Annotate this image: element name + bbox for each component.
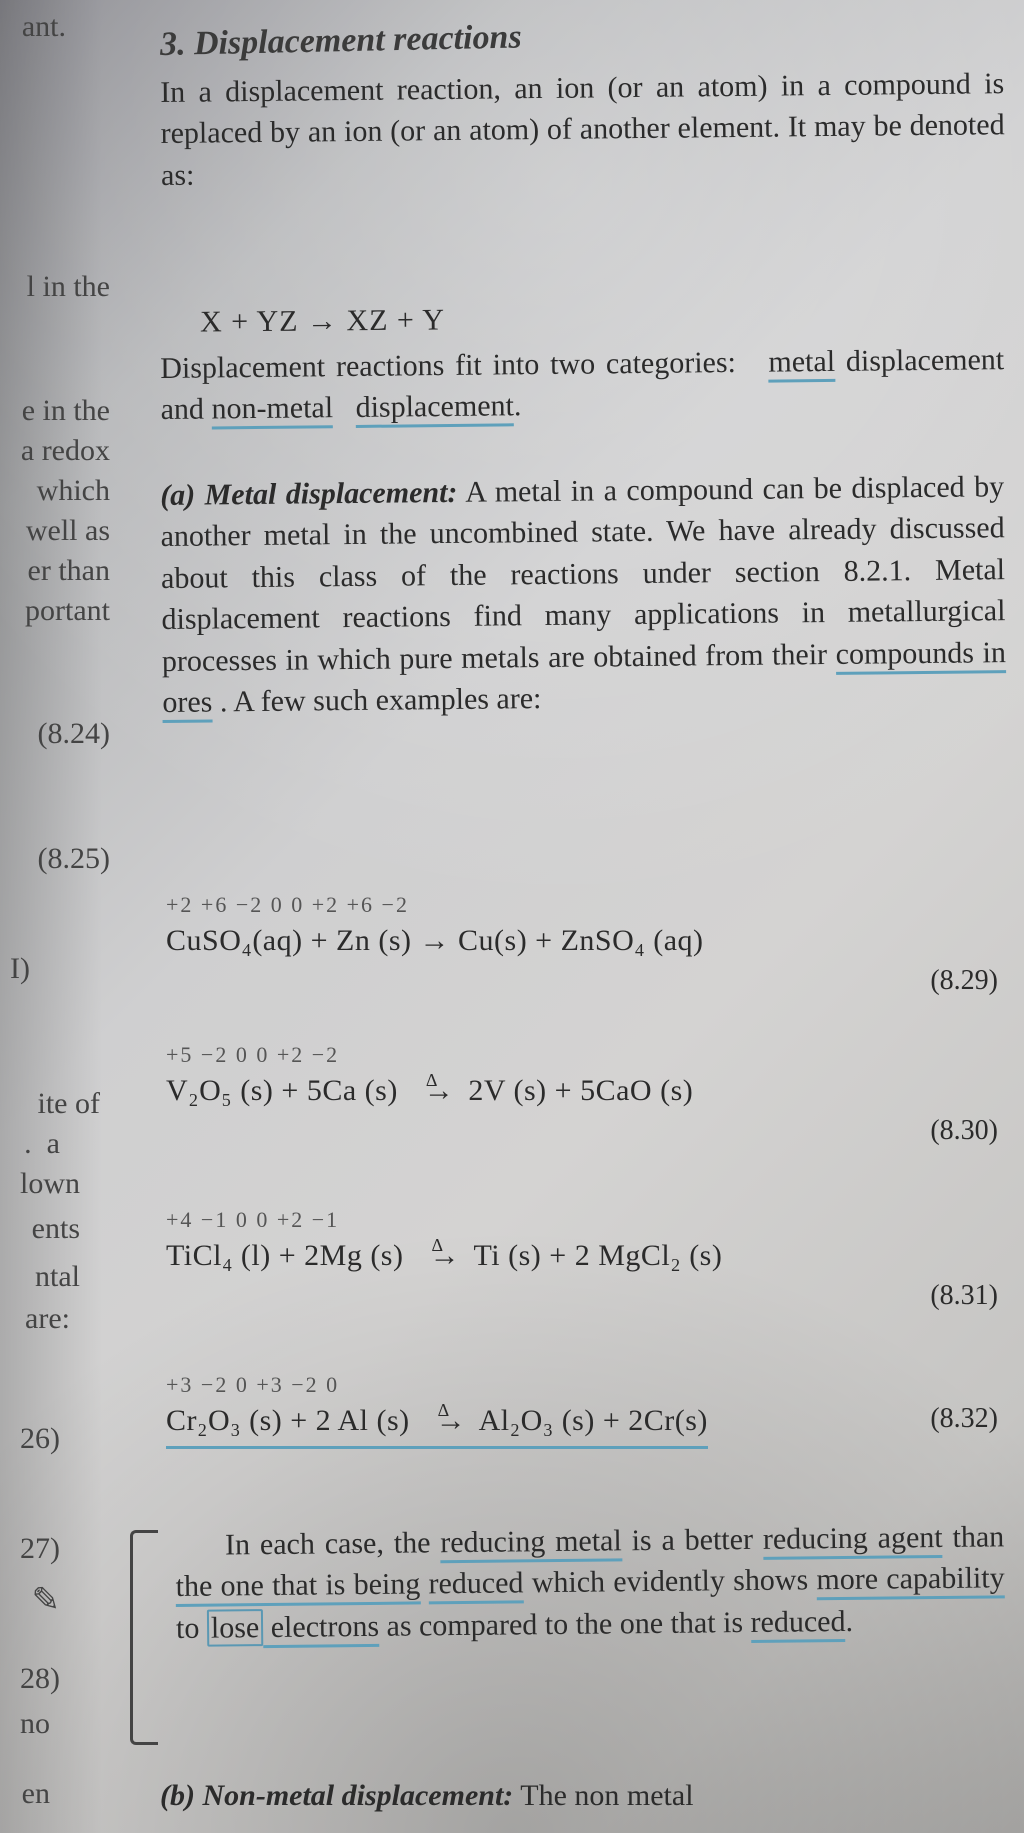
section-number: 3. xyxy=(160,25,186,63)
closing-pre4: to xyxy=(176,1611,207,1644)
reducing-agent: reducing agent xyxy=(763,1521,943,1560)
oxidation-row: +4 −1 0 0 +2 −1 xyxy=(166,1205,1004,1235)
bracket-icon xyxy=(130,1530,158,1745)
lose-boxed: lose xyxy=(207,1609,264,1647)
closing-mid2: than xyxy=(952,1520,1004,1554)
eq31-pre: TiCl₄ (l) + 2Mg (s) xyxy=(166,1239,411,1272)
electrons-word: electrons xyxy=(263,1610,379,1648)
margin-fragment: ents xyxy=(0,1210,80,1248)
metal-displacement-paragraph: (a) Metal displacement: A metal in a com… xyxy=(160,466,1007,723)
generic-scheme: X + YZ → XZ + Y xyxy=(200,294,1004,342)
metal-disp-label: (a) Metal displacement: xyxy=(160,476,458,512)
eq-number: (8.32) xyxy=(930,1400,998,1439)
metal-word: metal xyxy=(768,345,835,383)
closing-dot: . xyxy=(845,1605,853,1638)
closing-paragraph: In each case, the reducing metal is a be… xyxy=(175,1516,1005,1649)
oxidation-row: +5 −2 0 0 +2 −2 xyxy=(166,1040,1004,1070)
eq32-pre: Cr₂O₃ (s) + 2 Al (s) xyxy=(166,1404,418,1437)
equation-8-31: +4 −1 0 0 +2 −1 TiCl₄ (l) + 2Mg (s) Δ→ T… xyxy=(160,1205,1004,1315)
margin-ref: 27) xyxy=(0,1530,60,1568)
chem-row: CuSO₄(aq) + Zn (s) → Cu(s) + ZnSO₄ (aq) xyxy=(166,920,1004,961)
oxidation-row: +3 −2 0 +3 −2 0 xyxy=(166,1370,1004,1400)
delta-arrow-icon: Δ→ xyxy=(411,1235,466,1276)
closing-mid4: as compared to the one that is xyxy=(386,1606,750,1643)
eq30-post: 2V (s) + 5CaO (s) xyxy=(468,1074,693,1107)
reducing-metal: reducing metal xyxy=(440,1524,622,1563)
margin-fragment: e in the xyxy=(0,392,110,430)
oxidation-row: +2 +6 −2 0 0 +2 +6 −2 xyxy=(166,890,1004,920)
categories-dot: . xyxy=(514,390,522,423)
margin-fragment: ntal xyxy=(0,1258,80,1296)
eq31-post: Ti (s) + 2 MgCl₂ (s) xyxy=(474,1239,723,1272)
closing-mid3: which evidently shows xyxy=(532,1564,817,1600)
closing-pre: In each case, the xyxy=(225,1526,441,1561)
eq-number: (8.29) xyxy=(930,962,998,1001)
margin-fragment: ant. xyxy=(0,8,66,46)
nonmetal-heading-fragment: (b) Non-metal displacement: The non meta… xyxy=(160,1775,1004,1816)
displacement-word: displacement xyxy=(355,390,514,429)
margin-fragment: portant xyxy=(0,592,110,630)
margin-fragment: a redox xyxy=(0,432,110,470)
margin-ref: (8.24) xyxy=(0,715,110,753)
equation-8-29: +2 +6 −2 0 0 +2 +6 −2 CuSO₄(aq) + Zn (s)… xyxy=(160,890,1004,1000)
chem-row: V₂O₅ (s) + 5Ca (s) Δ→ 2V (s) + 5CaO (s) xyxy=(166,1070,1004,1111)
margin-fragment: lown xyxy=(0,1165,80,1203)
categories-pre: Displacement reactions fit into two cate… xyxy=(160,346,736,385)
margin-fragment: are: xyxy=(0,1300,70,1338)
margin-fragment: . a xyxy=(0,1125,60,1163)
reduced-word-2: reduced xyxy=(750,1605,845,1643)
chem-row: TiCl₄ (l) + 2Mg (s) Δ→ Ti (s) + 2 MgCl₂ … xyxy=(166,1235,1004,1276)
margin-ref: (8.25) xyxy=(0,840,110,878)
delta-symbol: Δ xyxy=(431,1235,443,1255)
nonmetal-label: (b) Non-metal displacement: xyxy=(160,1779,513,1812)
nonmetal-word: non-metal xyxy=(211,392,333,430)
chem-row: Cr₂O₃ (s) + 2 Al (s) Δ→ Al₂O₃ (s) + 2Cr(… xyxy=(166,1400,708,1448)
eq-number: (8.31) xyxy=(930,1277,998,1316)
more-capability: more capability xyxy=(816,1562,1005,1601)
eq29-chem: CuSO₄(aq) + Zn (s) → Cu(s) + ZnSO₄ (aq) xyxy=(166,924,704,957)
margin-fragment: er than xyxy=(0,552,110,590)
margin-fragment: I) xyxy=(0,950,30,988)
the-one-being: the one that is being xyxy=(175,1568,420,1608)
scribble-icon: ✎ xyxy=(0,1580,60,1623)
delta-symbol: Δ xyxy=(426,1070,438,1090)
delta-arrow-icon: Δ→ xyxy=(418,1400,473,1441)
equation-8-32: +3 −2 0 +3 −2 0 Cr₂O₃ (s) + 2 Al (s) Δ→ … xyxy=(160,1370,1004,1449)
eq32-post: Al₂O₃ (s) + 2Cr(s) xyxy=(479,1404,708,1437)
textbook-page: ant. l in the e in the a redox which wel… xyxy=(0,0,1024,1833)
closing-post1: is a better xyxy=(631,1523,763,1557)
reduced-word: reduced xyxy=(428,1567,523,1605)
metal-disp-tail: . A few such examples are: xyxy=(220,682,542,718)
delta-symbol: Δ xyxy=(438,1400,450,1420)
margin-fragment: which xyxy=(0,472,110,510)
margin-fragment: en xyxy=(0,1775,50,1813)
intro-text: In a displacement reaction, an ion (or a… xyxy=(160,67,1005,192)
eq-number: (8.30) xyxy=(930,1112,998,1151)
margin-ref: 26) xyxy=(0,1420,60,1458)
categories-paragraph: Displacement reactions fit into two cate… xyxy=(160,339,1005,431)
margin-fragment: no xyxy=(0,1705,50,1743)
margin-ref: 28) xyxy=(0,1660,60,1698)
margin-fragment: well as xyxy=(0,512,110,550)
section-title: Displacement reactions xyxy=(194,18,522,62)
equation-8-30: +5 −2 0 0 +2 −2 V₂O₅ (s) + 5Ca (s) Δ→ 2V… xyxy=(160,1040,1004,1150)
margin-fragment: l in the xyxy=(0,268,110,306)
intro-paragraph: In a displacement reaction, an ion (or a… xyxy=(160,63,1005,196)
eq30-pre: V₂O₅ (s) + 5Ca (s) xyxy=(166,1074,406,1107)
delta-arrow-icon: Δ→ xyxy=(406,1070,461,1111)
margin-fragment: ite of xyxy=(0,1085,100,1123)
nonmetal-tail: The non metal xyxy=(520,1779,693,1812)
